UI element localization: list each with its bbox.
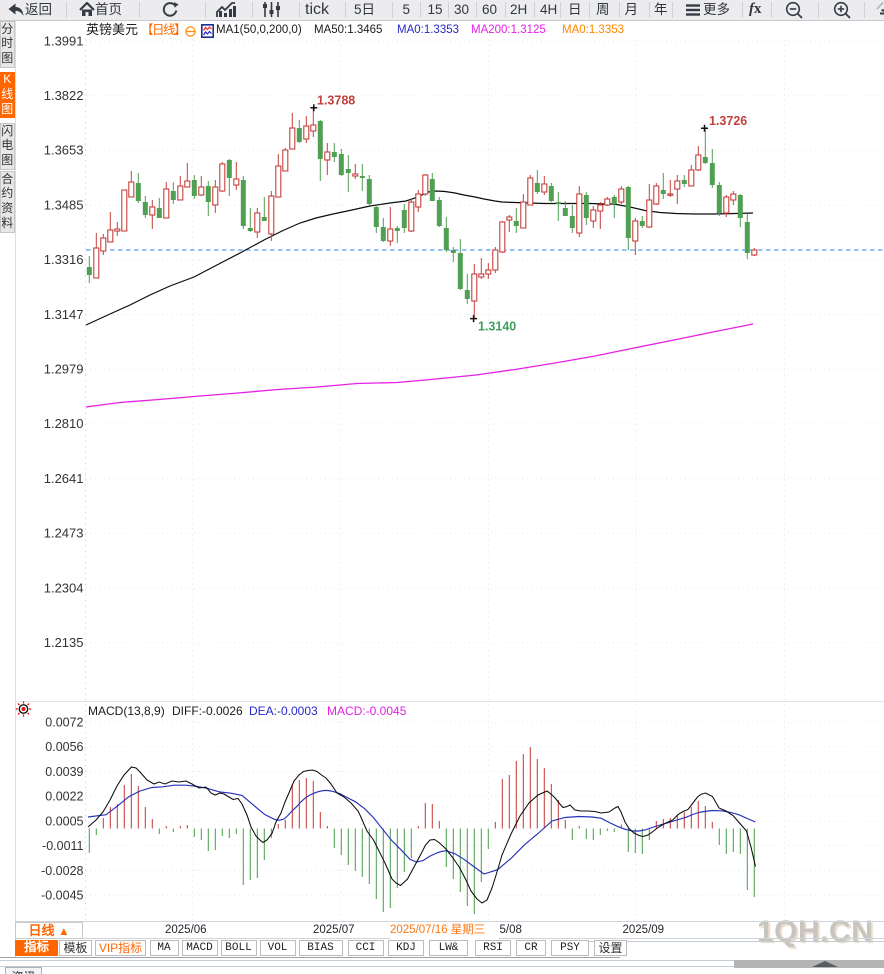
- svg-text:-0.0028: -0.0028: [41, 864, 83, 878]
- svg-text:1.3788: 1.3788: [317, 94, 355, 108]
- svg-text:1.3726: 1.3726: [709, 114, 747, 128]
- svg-text:1.3822: 1.3822: [44, 88, 84, 103]
- svg-text:0.0039: 0.0039: [45, 765, 83, 779]
- svg-text:1.3991: 1.3991: [44, 33, 84, 48]
- svg-text:-0.0045: -0.0045: [41, 889, 83, 903]
- svg-text:0.0022: 0.0022: [45, 790, 83, 804]
- svg-text:1.2810: 1.2810: [44, 416, 84, 431]
- svg-text:-0.0011: -0.0011: [42, 839, 84, 853]
- svg-text:0.0056: 0.0056: [45, 740, 83, 754]
- svg-text:1.2473: 1.2473: [44, 526, 84, 541]
- svg-text:1.2135: 1.2135: [44, 635, 84, 650]
- svg-text:0.0005: 0.0005: [45, 814, 83, 828]
- svg-text:1.3653: 1.3653: [44, 143, 84, 158]
- svg-text:1.3485: 1.3485: [44, 197, 84, 212]
- svg-text:1.2641: 1.2641: [44, 471, 84, 486]
- svg-text:1.3140: 1.3140: [478, 320, 516, 334]
- svg-text:1.3147: 1.3147: [44, 307, 84, 322]
- svg-text:1.2304: 1.2304: [44, 580, 84, 595]
- svg-text:1.2979: 1.2979: [44, 362, 84, 377]
- svg-text:1.3316: 1.3316: [44, 252, 84, 267]
